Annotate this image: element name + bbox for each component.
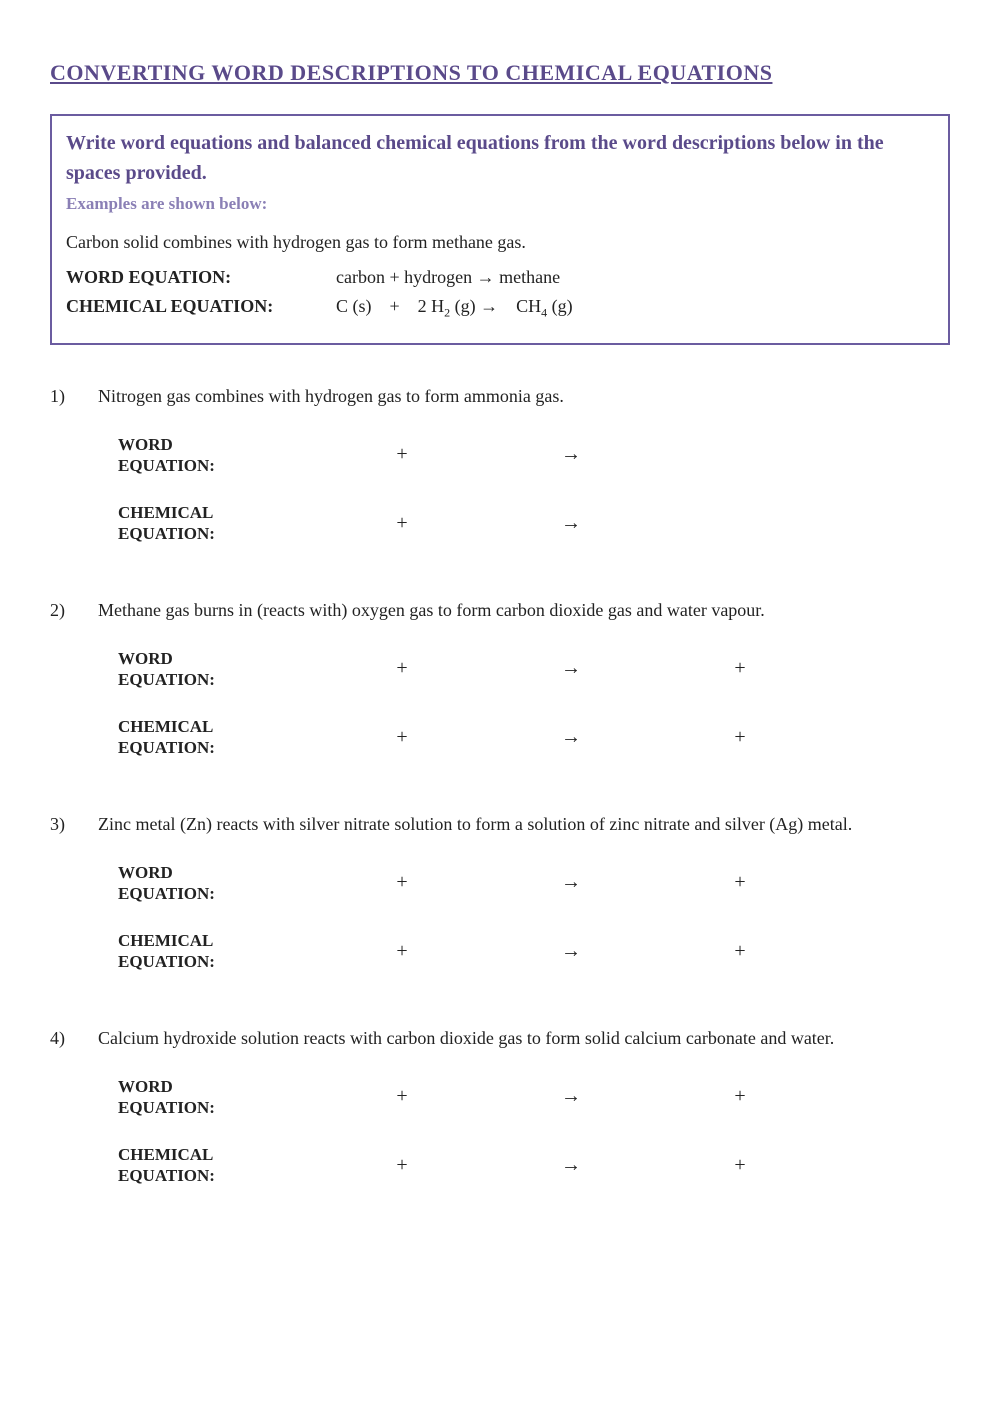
word-equation-row: WORDEQUATION: + → + [118, 1076, 950, 1119]
question-head: 1)Nitrogen gas combines with hydrogen ga… [50, 383, 950, 410]
plus-icon: + [726, 1085, 754, 1108]
chemical-equation-row: CHEMICALEQUATION: + → + [118, 716, 950, 759]
word-equation-label: WORDEQUATION: [118, 648, 253, 691]
equation-block: WORDEQUATION: + → + CHEMICALEQUATION: + → + [118, 1076, 950, 1187]
equation-slots: + → + [253, 871, 889, 894]
plus-icon: + [388, 1154, 416, 1177]
question: 1)Nitrogen gas combines with hydrogen ga… [50, 383, 950, 545]
chemical-equation-label: CHEMICALEQUATION: [118, 502, 253, 545]
worksheet-page: CONVERTING WORD DESCRIPTIONS TO CHEMICAL… [0, 0, 1000, 1413]
question-number: 2) [50, 597, 98, 624]
example-box: Write word equations and balanced chemic… [50, 114, 950, 345]
word-equation-row: WORDEQUATION:+→ [118, 434, 950, 477]
plus-icon: + [726, 657, 754, 680]
chemical-equation-label: CHEMICALEQUATION: [118, 930, 253, 973]
plus-icon: + [726, 871, 754, 894]
equation-block: WORDEQUATION: + → + CHEMICALEQUATION: + → + [118, 862, 950, 973]
chemical-equation-label: CHEMICALEQUATION: [118, 716, 253, 759]
chemical-equation-label: CHEMICALEQUATION: [118, 1144, 253, 1187]
word-equation-label: WORDEQUATION: [118, 862, 253, 905]
plus-icon: + [726, 940, 754, 963]
plus-icon: + [388, 940, 416, 963]
question-head: 4)Calcium hydroxide solution reacts with… [50, 1025, 950, 1052]
chemical-equation-row: CHEMICALEQUATION: + → + [118, 1144, 950, 1187]
arrow-icon: → [551, 657, 591, 680]
question-head: 2)Methane gas burns in (reacts with) oxy… [50, 597, 950, 624]
example-chemical-equation-row: CHEMICAL EQUATION: C (s) + 2 H2 (g) → CH… [66, 296, 934, 321]
question-head: 3)Zinc metal (Zn) reacts with silver nit… [50, 811, 950, 838]
plus-icon: + [388, 512, 416, 535]
word-equation-label: WORDEQUATION: [118, 434, 253, 477]
arrow-icon: → [551, 1085, 591, 1108]
word-equation-row: WORDEQUATION: + → + [118, 862, 950, 905]
example-word-equation: carbon + hydrogen → methane [336, 267, 560, 288]
plus-icon: + [388, 726, 416, 749]
question: 3)Zinc metal (Zn) reacts with silver nit… [50, 811, 950, 973]
example-chemical-equation: C (s) + 2 H2 (g) → CH4 (g) [336, 296, 573, 321]
example-statement: Carbon solid combines with hydrogen gas … [66, 232, 934, 253]
instructions-text: Write word equations and balanced chemic… [66, 128, 934, 188]
equation-block: WORDEQUATION: + → + CHEMICALEQUATION: + → + [118, 648, 950, 759]
arrow-icon: → [551, 1154, 591, 1177]
arrow-icon: → [551, 443, 591, 466]
question-text: Methane gas burns in (reacts with) oxyge… [98, 597, 950, 624]
question: 4)Calcium hydroxide solution reacts with… [50, 1025, 950, 1187]
plus-icon: + [388, 443, 416, 466]
equation-slots: + → + [253, 726, 889, 749]
plus-icon: + [388, 871, 416, 894]
question-number: 4) [50, 1025, 98, 1052]
question-text: Nitrogen gas combines with hydrogen gas … [98, 383, 950, 410]
plus-icon: + [726, 726, 754, 749]
page-title: CONVERTING WORD DESCRIPTIONS TO CHEMICAL… [50, 60, 950, 86]
word-equation-label: WORDEQUATION: [118, 1076, 253, 1119]
question-text: Zinc metal (Zn) reacts with silver nitra… [98, 811, 950, 838]
chemical-equation-label: CHEMICAL EQUATION: [66, 296, 336, 317]
arrow-icon: → [551, 871, 591, 894]
arrow-icon: → [551, 726, 591, 749]
arrow-icon: → [551, 940, 591, 963]
question-number: 1) [50, 383, 98, 410]
arrow-icon: → [551, 512, 591, 535]
equation-slots: + → + [253, 1085, 889, 1108]
chemical-equation-row: CHEMICALEQUATION: + → + [118, 930, 950, 973]
word-equation-row: WORDEQUATION: + → + [118, 648, 950, 691]
examples-hint: Examples are shown below: [66, 194, 934, 214]
plus-icon: + [388, 1085, 416, 1108]
plus-icon: + [388, 657, 416, 680]
question-text: Calcium hydroxide solution reacts with c… [98, 1025, 950, 1052]
equation-slots: +→ [253, 512, 726, 535]
plus-icon: + [726, 1154, 754, 1177]
equation-slots: + → + [253, 940, 889, 963]
question-number: 3) [50, 811, 98, 838]
equation-slots: + → + [253, 1154, 889, 1177]
equation-block: WORDEQUATION:+→CHEMICALEQUATION:+→ [118, 434, 950, 545]
questions-list: 1)Nitrogen gas combines with hydrogen ga… [50, 383, 950, 1187]
chemical-equation-row: CHEMICALEQUATION:+→ [118, 502, 950, 545]
question: 2)Methane gas burns in (reacts with) oxy… [50, 597, 950, 759]
word-equation-label: WORD EQUATION: [66, 267, 336, 288]
example-word-equation-row: WORD EQUATION: carbon + hydrogen → metha… [66, 267, 934, 288]
equation-slots: +→ [253, 443, 726, 466]
equation-slots: + → + [253, 657, 889, 680]
